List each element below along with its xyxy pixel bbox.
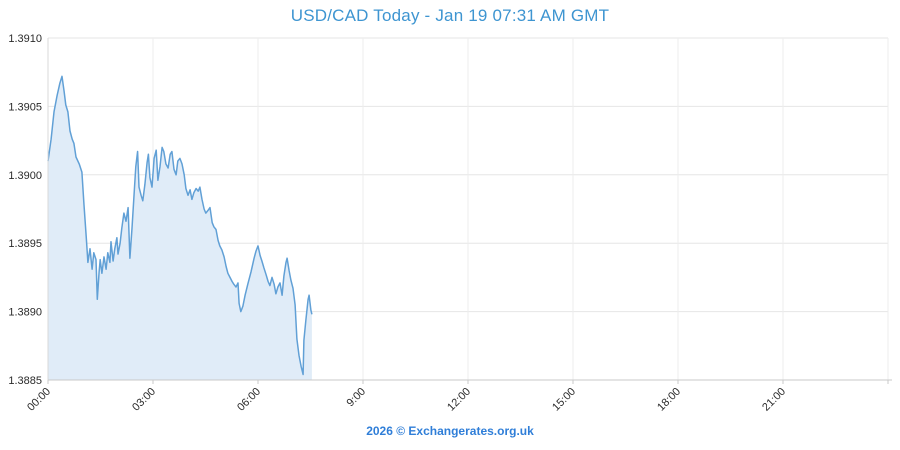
footer-attribution-link[interactable]: 2026 © Exchangerates.org.uk <box>366 424 534 438</box>
price-line <box>47 75 313 376</box>
x-axis-tick-label: 21:00 <box>760 386 788 414</box>
x-axis-tick-label: 15:00 <box>550 386 578 414</box>
x-axis-tick-label: 03:00 <box>130 386 158 414</box>
x-axis-tick-label: 00:00 <box>25 386 53 414</box>
y-axis-tick-label: 1.3895 <box>8 238 42 250</box>
y-axis-tick-label: 1.3885 <box>8 375 42 387</box>
x-axis-tick-label: 18:00 <box>655 386 683 414</box>
y-axis-tick-label: 1.3905 <box>8 101 42 113</box>
x-axis-tick-label: 9:00 <box>344 386 368 410</box>
y-axis-tick-label: 1.3900 <box>8 170 42 182</box>
price-area-fill <box>48 76 312 381</box>
x-axis-tick-label: 12:00 <box>445 386 473 414</box>
chart-title: USD/CAD Today - Jan 19 07:31 AM GMT <box>290 6 610 25</box>
y-axis-tick-label: 1.3890 <box>8 307 42 319</box>
y-axis-tick-label: 1.3910 <box>8 33 42 45</box>
x-axis-tick-label: 06:00 <box>235 386 263 414</box>
